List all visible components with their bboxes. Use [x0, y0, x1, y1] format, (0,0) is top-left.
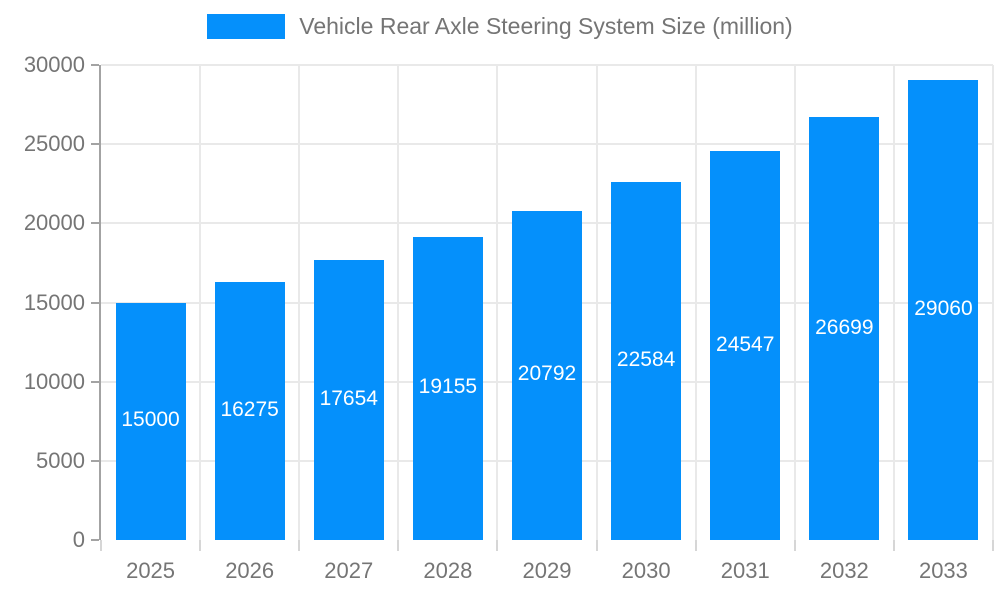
x-axis-tick [892, 540, 895, 551]
x-gridline [793, 65, 796, 540]
chart-legend: Vehicle Rear Axle Steering System Size (… [0, 14, 1000, 39]
y-axis-line [99, 65, 101, 540]
x-tick-label: 2031 [720, 558, 770, 583]
x-gridline [892, 65, 895, 540]
bar-2025[interactable]: 15000 [115, 302, 186, 540]
x-axis-tick [100, 540, 102, 551]
bar-value-label: 19155 [418, 375, 478, 399]
bar-value-label: 20792 [517, 362, 577, 386]
y-tick-label: 20000 [23, 210, 85, 236]
y-gridline [101, 143, 993, 146]
x-tick-label: 2033 [918, 558, 968, 583]
x-gridline [397, 65, 400, 540]
y-axis-tick [91, 459, 99, 462]
bar-2031[interactable]: 24547 [710, 151, 781, 540]
bar-value-label: 24547 [716, 332, 775, 356]
bar-2026[interactable]: 16275 [214, 282, 285, 540]
bar-value-label: 17654 [319, 387, 378, 411]
x-gridline [694, 65, 697, 540]
y-tick-label: 30000 [23, 52, 85, 77]
x-tick-label: 2025 [126, 558, 176, 583]
bar-value-label: 29060 [914, 296, 973, 320]
x-gridline [496, 65, 499, 540]
x-axis-tick [199, 540, 202, 551]
bar-2028[interactable]: 19155 [412, 236, 483, 540]
x-axis-tick [793, 540, 796, 551]
y-tick-label: 25000 [23, 131, 85, 157]
y-axis-tick [91, 539, 99, 541]
x-tick-label: 2032 [819, 558, 869, 583]
y-tick-label: 15000 [23, 289, 85, 315]
x-tick-label: 2026 [225, 558, 275, 583]
y-tick-label: 10000 [23, 368, 85, 394]
x-tick-label: 2029 [522, 558, 572, 583]
x-gridline [199, 65, 202, 540]
bar-2027[interactable]: 17654 [313, 260, 384, 540]
y-tick-label: 0 [72, 527, 85, 552]
bar-value-label: 16275 [220, 398, 279, 422]
legend-swatch-icon [207, 14, 286, 39]
x-tick-label: 2028 [423, 558, 473, 583]
bar-value-label: 22584 [616, 348, 676, 372]
plot-area: 15000 16275 17654 19155 20792 22584 24547 26699… [91, 64, 994, 551]
x-axis-tick [992, 540, 994, 551]
bar-2032[interactable]: 26699 [809, 117, 880, 540]
y-gridline [101, 64, 993, 66]
x-gridline [298, 65, 301, 540]
y-axis-tick [91, 380, 99, 383]
x-tick-label: 2030 [621, 558, 671, 583]
bar-2030[interactable]: 22584 [611, 182, 682, 540]
x-axis-tick [298, 540, 301, 551]
x-gridline [595, 65, 598, 540]
y-axis-tick [91, 64, 99, 66]
x-axis-tick [595, 540, 598, 551]
bar-value-label: 15000 [121, 408, 180, 432]
y-axis-tick [91, 143, 99, 146]
y-tick-label: 5000 [36, 447, 85, 473]
bar-2029[interactable]: 20792 [512, 210, 582, 540]
bar-value-label: 26699 [815, 315, 874, 339]
y-axis-tick [91, 222, 99, 225]
x-axis-tick [694, 540, 697, 551]
bar-2033[interactable]: 29060 [908, 79, 979, 540]
x-axis-tick [397, 540, 400, 551]
x-gridline [992, 65, 994, 540]
y-axis-tick [91, 301, 99, 304]
x-axis-tick [496, 540, 499, 551]
legend-label: Vehicle Rear Axle Steering System Size (… [299, 13, 793, 39]
x-tick-label: 2027 [324, 558, 374, 583]
